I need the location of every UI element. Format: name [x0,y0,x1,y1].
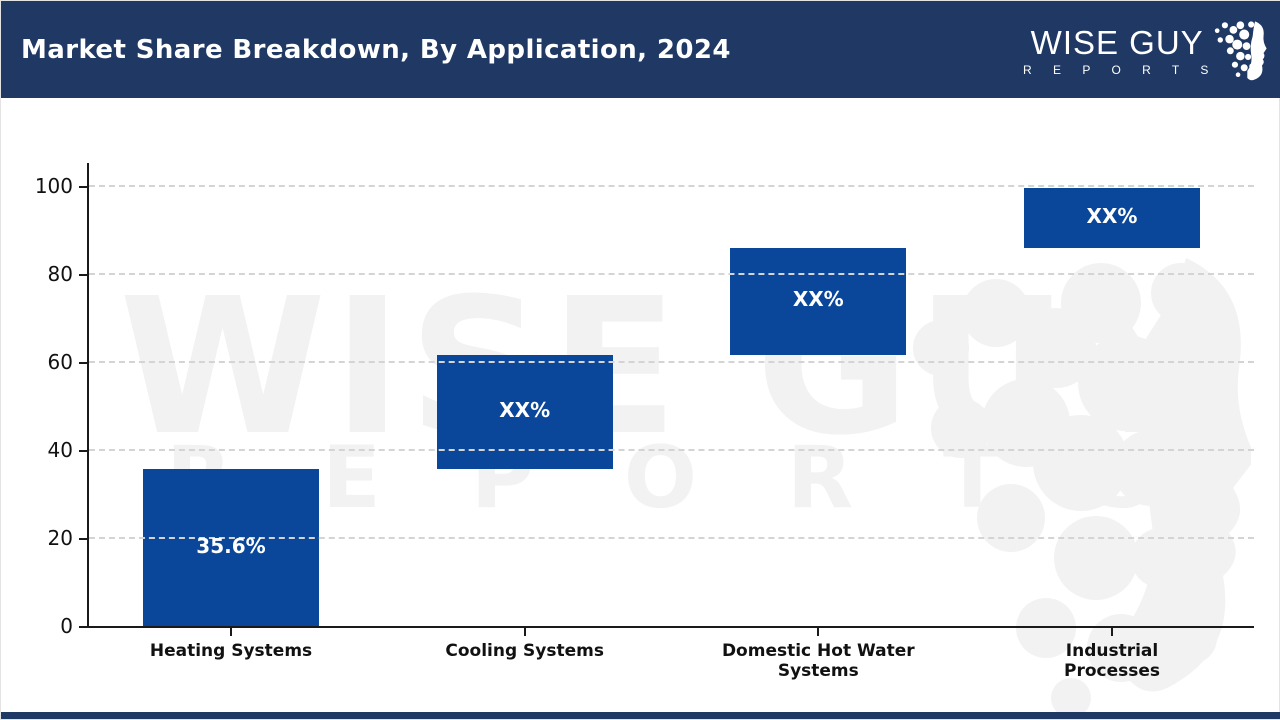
bar-value-label: XX% [1086,204,1138,229]
gridline-100 [89,185,1254,187]
category-label-heating-systems: Heating Systems [149,641,313,661]
y-tick-label-100: 100 [34,174,73,198]
bar-value-label: XX% [792,287,844,312]
y-tick-label-20: 20 [47,526,73,550]
y-tick-40 [79,450,87,452]
x-axis-line [87,626,1254,629]
gridline-20 [89,537,1254,539]
header-bar: Market Share Breakdown, By Application, … [1,1,1280,98]
gridline-80 [89,273,1254,275]
y-axis-line [87,163,90,628]
x-tick-2 [523,628,526,636]
brand-name: WISE GUY [1030,23,1204,61]
brand-head-icon [1215,21,1267,81]
x-tick-1 [230,628,232,636]
y-tick-80 [79,274,87,276]
gridline-40 [89,449,1254,451]
bar-industrial-processes [1024,188,1200,249]
y-tick-60 [79,362,87,364]
chart-title: Market Share Breakdown, By Application, … [21,34,731,65]
bar-value-label: XX% [499,397,551,422]
category-label-industrial-processes: Industrial Processes [1063,641,1160,681]
x-tick-4 [1111,628,1113,636]
x-tick-3 [817,628,820,636]
y-tick-label-80: 80 [47,262,73,286]
category-label-domestic-hot-water-systems: Domestic Hot Water Systems [721,641,915,681]
footer-bar [1,712,1280,719]
y-tick-0 [79,626,87,628]
y-tick-label-0: 0 [60,614,73,638]
y-tick-20 [79,538,87,540]
bar-domestic-hot-water-systems [730,248,907,355]
y-tick-label-40: 40 [47,438,73,462]
y-tick-100 [79,186,87,188]
brand-subtitle: R E P O R T S [1023,62,1218,77]
brand-wordmark: WISE GUY R E P O R T S [1017,24,1217,77]
gridline-60 [89,361,1254,363]
bar-heating-systems [143,469,319,626]
bar-value-label: 35.6% [196,533,266,558]
y-tick-label-60: 60 [47,350,73,374]
category-label-cooling-systems: Cooling Systems [445,641,604,661]
brand-logo: WISE GUY R E P O R T S [1017,9,1267,91]
